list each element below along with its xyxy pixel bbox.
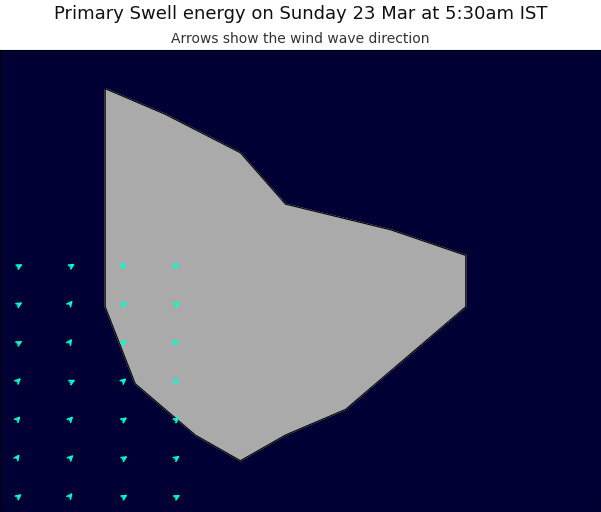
Text: Primary Swell energy on Sunday 23 Mar at 5:30am IST: Primary Swell energy on Sunday 23 Mar at… <box>53 5 548 23</box>
Polygon shape <box>105 89 466 461</box>
Text: Arrows show the wind wave direction: Arrows show the wind wave direction <box>171 32 430 46</box>
